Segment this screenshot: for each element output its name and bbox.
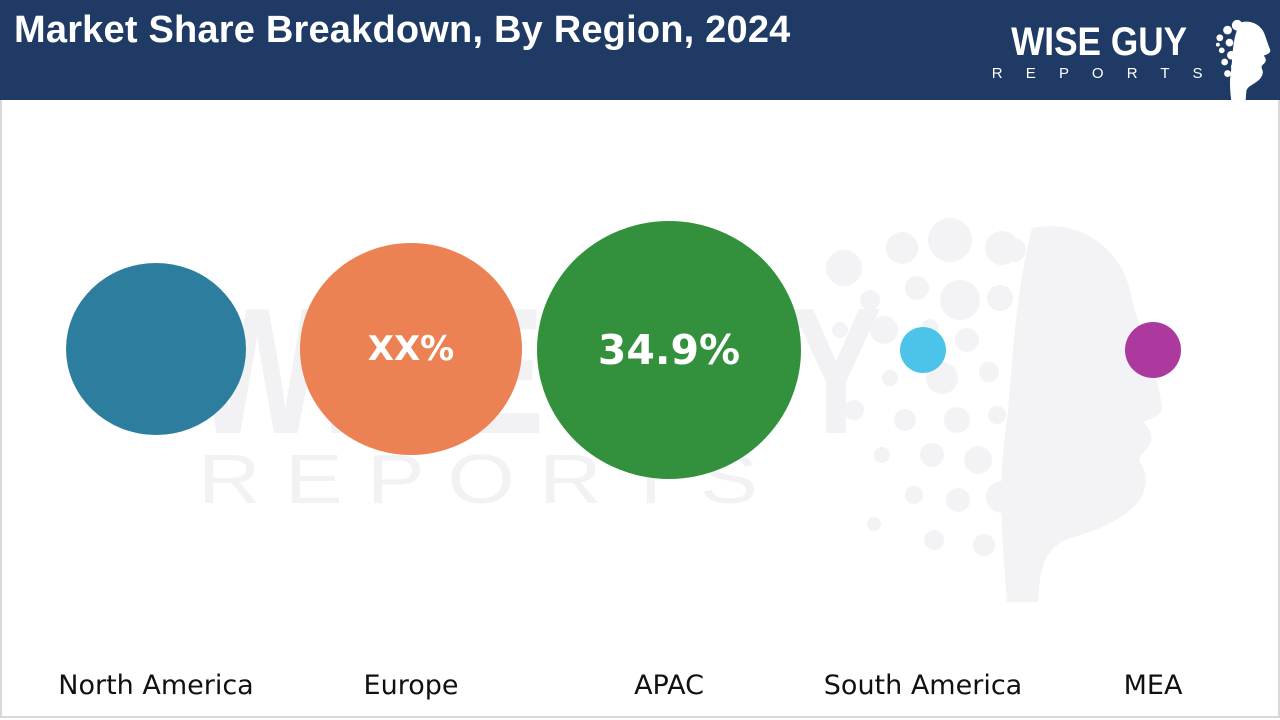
- bubble-north-america[interactable]: [66, 263, 246, 435]
- bubble-europe[interactable]: XX%: [300, 243, 522, 455]
- axis-label-north-america: North America: [58, 670, 254, 701]
- brand-logo-text: WISE GUY R E P O R T S: [986, 22, 1212, 81]
- brand-name: WISE GUY: [1010, 20, 1187, 64]
- axis-label-europe: Europe: [363, 670, 459, 701]
- bubble-apac[interactable]: 34.9%: [537, 221, 801, 479]
- axis-label-south-america: South America: [823, 670, 1023, 701]
- watermark-head-silhouette: [826, 218, 1163, 602]
- brand-logo: WISE GUY R E P O R T S: [986, 19, 1272, 104]
- bubble-value-label: XX%: [367, 329, 455, 369]
- logo-head-icon: [1215, 19, 1271, 103]
- bubble-mea[interactable]: [1125, 322, 1181, 378]
- axis-label-apac: APAC: [634, 670, 704, 701]
- brand-subtitle: R E P O R T S: [991, 65, 1212, 82]
- bubble-value-label: 34.9%: [597, 326, 741, 374]
- header-bar: Market Share Breakdown, By Region, 2024 …: [0, 0, 1280, 103]
- page-title: Market Share Breakdown, By Region, 2024: [14, 9, 791, 51]
- chart-canvas: WISE GUY R E P O R T S XX% 34.9%: [0, 100, 1280, 718]
- bubble-south-america[interactable]: [900, 327, 946, 373]
- axis-label-mea: MEA: [1123, 670, 1183, 701]
